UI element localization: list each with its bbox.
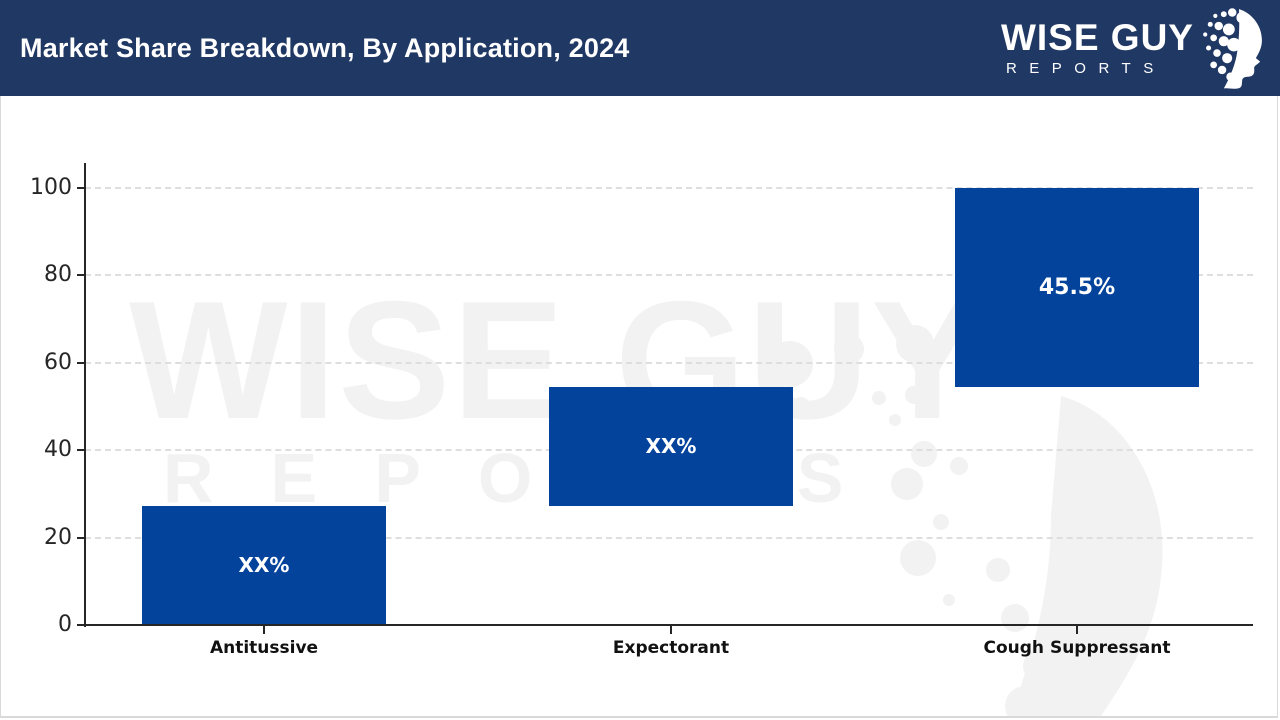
- y-gridline: [85, 361, 1253, 364]
- y-tick-label: 100: [30, 174, 72, 200]
- y-tick-label: 0: [58, 612, 72, 637]
- y-tick-label: 60: [44, 349, 72, 375]
- page-title: Market Share Breakdown, By Application, …: [20, 32, 630, 63]
- logo-head-icon: [1203, 8, 1262, 89]
- header-bar: Market Share Breakdown, By Application, …: [0, 0, 1280, 96]
- y-gridline: [85, 536, 1253, 539]
- logo-name: WISE GUY: [1000, 17, 1194, 58]
- y-tick-mark: [77, 274, 85, 276]
- x-axis-line: [84, 624, 1253, 626]
- y-tick-label: 80: [44, 262, 72, 287]
- x-tick-mark: [1076, 626, 1078, 634]
- bar-value-label: 45.5%: [1038, 274, 1116, 300]
- x-category-label: Cough Suppressant: [983, 638, 1171, 658]
- y-tick-mark: [77, 624, 85, 626]
- y-tick-mark: [77, 449, 85, 451]
- x-category-label: Expectorant: [612, 638, 730, 658]
- bar-expectorant: XX%: [549, 386, 793, 506]
- logo: WISE GUY REPORTS: [1001, 0, 1266, 96]
- y-tick-mark: [77, 536, 85, 539]
- y-tick-label: 40: [44, 437, 72, 462]
- bar-value-label: XX%: [238, 553, 290, 578]
- logo-tagline: REPORTS: [1005, 60, 1166, 77]
- y-tick-mark: [77, 186, 85, 189]
- bar-cough-suppressant: 45.5%: [955, 187, 1199, 387]
- bar-antitussive: XX%: [142, 505, 386, 625]
- y-tick-mark: [77, 361, 85, 364]
- logo-text: WISE GUY REPORTS: [1001, 19, 1194, 77]
- bar-value-label: XX%: [645, 434, 697, 459]
- y-tick-label: 20: [44, 524, 72, 550]
- x-tick-mark: [670, 626, 672, 634]
- x-category-label: Antitussive: [209, 638, 319, 658]
- y-gridline: [85, 186, 1253, 189]
- y-gridline: [85, 274, 1253, 276]
- y-axis-line: [84, 163, 86, 627]
- x-tick-mark: [263, 626, 265, 634]
